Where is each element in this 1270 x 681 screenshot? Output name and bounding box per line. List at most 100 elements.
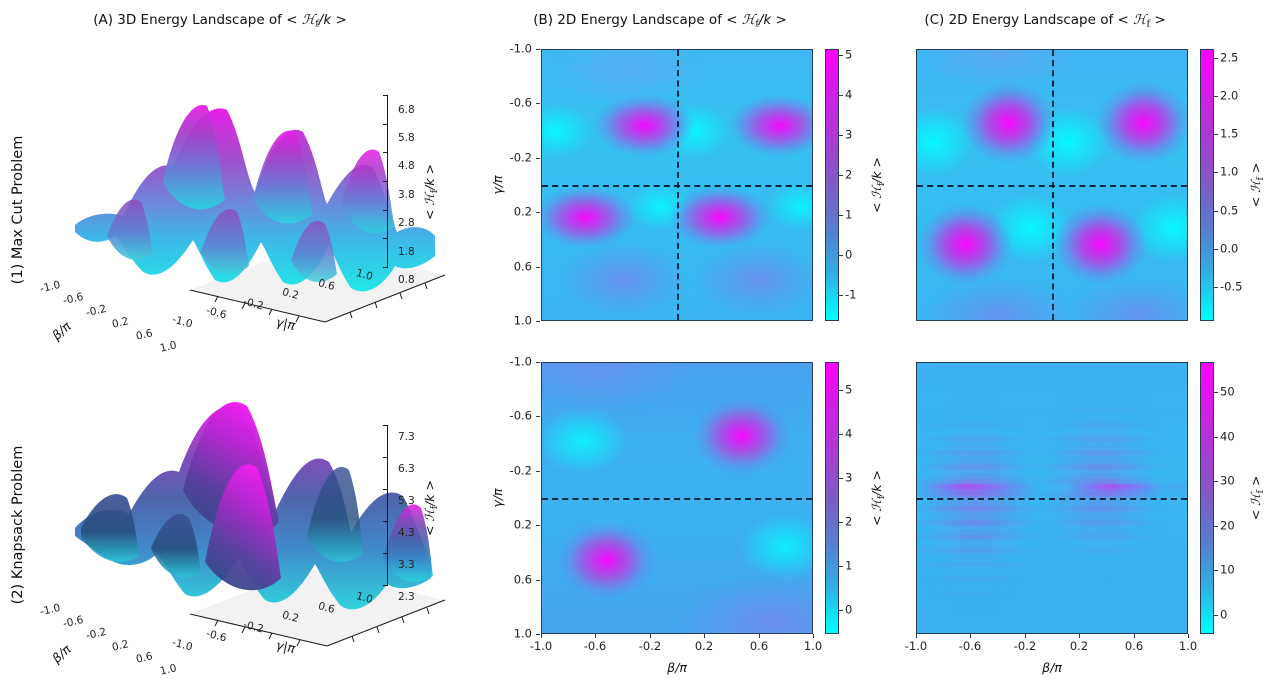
panel-b1-colorbar-label: < ℋf/k > [869,156,887,214]
panel-c2-cbar-tick [1214,481,1218,482]
panel-b1-colorbar[interactable] [825,49,839,321]
panel-b2-xtick-label: 0.6 [749,639,769,653]
panel-c2-heatmap[interactable] [916,362,1188,634]
panel-c1-cbar-tick [1214,96,1218,97]
panel-b2-ytick [536,580,540,581]
panel-a1-zaxis-label: < ℋf/k > [422,163,440,221]
panel-b2-ytick-label: -0.2 [509,463,532,478]
panel-b1-ytick [536,267,540,268]
panel-b2-cbar-tick [839,478,843,479]
row-label-maxcut: (1) Max Cut Problem [9,135,26,285]
panel-b2-ytick [536,362,540,363]
panel-a2-ztick-label: 6.3 [398,463,415,475]
panel-c2-cbar-tick [1214,615,1218,616]
panel-c2-cbar-label: 40 [1220,429,1235,444]
panel-a2-zaxis [387,425,388,585]
panel-a1-ztick-label: 4.8 [398,160,415,172]
panel-c1-cbar-tick [1214,58,1218,59]
panel-c2-xtick-label: 1.0 [1178,639,1198,653]
panel-b2-xtick [759,634,760,638]
panel-c2-cbar-tick [1214,392,1218,393]
panel-a2-ztick [383,553,388,554]
panel-c1-colorbar-label: < ℋf > [1248,162,1266,208]
panel-a1-ztick [383,238,388,239]
panel-title-a: (A) 3D Energy Landscape of < ℋf/k > [93,12,347,29]
panel-b2-heatmap[interactable] [541,362,813,634]
panel-b1-heatmap[interactable] [541,49,813,321]
panel-b2-xtick-label: -1.0 [529,639,553,653]
panel-b2-cbar-tick [839,434,843,435]
panel-b2-ytick [536,416,540,417]
panel-b2-xtick [813,634,814,638]
panel-b2-cbar-label: 5 [845,382,853,397]
panel-b1-ytick-label: -1.0 [509,41,532,56]
panel-b2-cbar-label: 4 [845,426,853,441]
panel-a2-zaxis-label: < ℋf/k > [422,479,440,537]
panel-c2-cbar-label: 10 [1220,562,1235,577]
panel-c2-xtick [1134,634,1135,638]
panel-c2-colorbar[interactable] [1200,362,1214,634]
panel-c2-xtick-label: -0.6 [958,639,982,653]
panel-c2-xtick-label: 0.2 [1069,639,1089,653]
panel-c2-xtick-label: 0.6 [1124,639,1144,653]
panel-c2-cbar-label: 20 [1220,518,1235,533]
panel-b2-ytick-label: -1.0 [509,354,532,369]
panel-a2-ztick-label: 7.3 [398,431,415,443]
panel-b1-ytick-label: 0.6 [513,259,532,274]
panel-title-a-prefix: (A) 3D Energy Landscape of [93,12,287,28]
panel-c2-xtick [970,634,971,638]
panel-b2-ytick [536,471,540,472]
panel-title-c-quantity: < ℋf > [1117,12,1166,30]
panel-c1-cbar-tick [1214,211,1218,212]
panel-b1-cbar-label: 5 [845,47,853,62]
panel-c2-cbar-label: 30 [1220,473,1235,488]
panel-a2-ztick-label: 2.3 [398,591,415,603]
panel-c2-guide-horizontal [917,498,1187,500]
panel-c2-colorbar-label: < ℋf > [1248,475,1266,521]
panel-a2-ztick-label: 5.3 [398,495,415,507]
panel-b1-yaxis-label: γ/π [489,175,505,195]
panel-b1-cbar-label: 3 [845,127,853,142]
panel-a1-ztick-label: 2.8 [398,217,415,229]
panel-a2-ztick [383,457,388,458]
panel-b2-xtick-label: 1.0 [803,639,823,653]
surface-plot-maxcut [75,105,446,323]
panel-title-b: (B) 2D Energy Landscape of < ℋf/k > [533,13,787,29]
panel-b2-cbar-tick [839,390,843,391]
panel-a1-ztick [383,210,388,211]
panel-c2-cbar-tick [1214,570,1218,571]
panel-a2-ztick-label: 4.3 [398,527,415,539]
panel-b1-ytick [536,321,540,322]
panel-a1-ztick-label: 3.8 [398,189,415,201]
panel-b1-cbar-label: 1 [845,207,853,222]
panel-b2-xtick-label: -0.2 [638,639,662,653]
panel-b2-xaxis-label: β/π [667,660,687,675]
panel-c1-cbar-label: 0.5 [1220,203,1239,218]
panel-c1-cbar-tick [1214,249,1218,250]
panel-c1-colorbar[interactable] [1200,49,1214,321]
panel-c1-cbar-label: -0.5 [1220,279,1243,294]
panel-b2-colorbar[interactable] [825,362,839,634]
panel-a1-ztick-label: 5.8 [398,132,415,144]
panel-c2-xtick [1079,634,1080,638]
panel-a2-xtick-label: 0.6 [134,650,154,666]
panel-a1-ztick-label: 1.8 [398,246,415,258]
panel-b1-cbar-tick [839,55,843,56]
panel-b1-cbar-tick [839,135,843,136]
panel-c1-cbar-tick [1214,287,1218,288]
panel-c1-heatmap[interactable] [916,49,1188,321]
panel-b1-ytick-label: -0.6 [509,95,532,110]
panel-b2-xtick [704,634,705,638]
panel-c1-cbar-label: 1.0 [1220,164,1239,179]
panel-b1-ytick [536,103,540,104]
panel-b1-ytick [536,49,540,50]
panel-a1-3d-surface [55,40,446,330]
panel-b2-xtick [541,634,542,638]
panel-b2-cbar-tick [839,610,843,611]
panel-b2-cbar-label: 1 [845,558,853,573]
panel-b1-cbar-label: -1 [845,287,857,302]
panel-b1-ytick-label: 0.2 [513,204,532,219]
panel-c2-cbar-label: 0 [1220,607,1228,622]
panel-c2-cbar-tick [1214,526,1218,527]
